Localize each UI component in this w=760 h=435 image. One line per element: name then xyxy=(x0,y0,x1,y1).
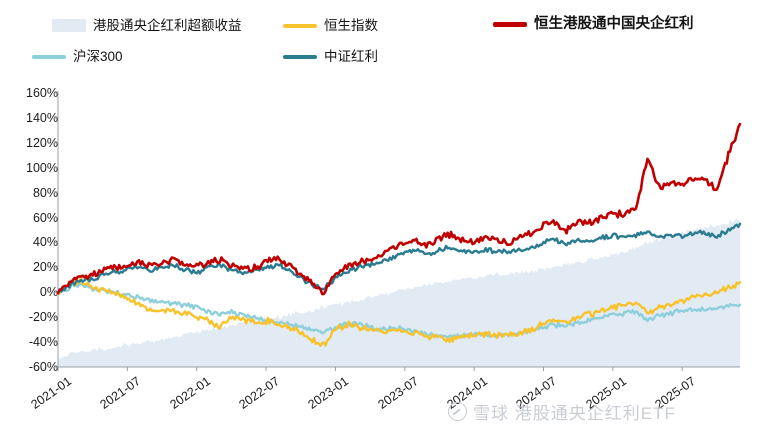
legend-label-cdiv: 中证红利 xyxy=(324,49,378,64)
legend-label-csi300: 沪深300 xyxy=(73,49,123,64)
legend-swatch-csi300 xyxy=(32,54,66,59)
series-line-main xyxy=(56,122,742,296)
legend-item-csi300[interactable]: 沪深300 xyxy=(32,50,123,64)
legend-label-excess: 港股通央企红利超额收益 xyxy=(93,18,242,33)
y-tick-label: 80% xyxy=(32,185,58,200)
y-tick-label: 40% xyxy=(32,235,58,250)
chart-svg xyxy=(54,91,742,371)
chart-legend: 港股通央企红利超额收益 恒生指数 恒生港股通中国央企红利 沪深300 中证红利 xyxy=(0,6,760,64)
series-line-cdiv xyxy=(56,222,742,294)
y-tick-label: 140% xyxy=(26,110,58,125)
y-tick-label: 160% xyxy=(26,86,58,100)
y-tick-label: 0% xyxy=(39,285,58,300)
y-tick-label: 100% xyxy=(26,160,58,175)
x-tick-label: 2022-01 xyxy=(167,374,213,412)
x-tick-label: 2021-07 xyxy=(97,374,144,412)
plot-area xyxy=(0,78,760,378)
legend-swatch-cdiv xyxy=(283,54,317,59)
legend-label-hsi: 恒生指数 xyxy=(324,18,378,33)
legend-item-hsi[interactable]: 恒生指数 xyxy=(283,19,378,33)
x-axis-labels: 2021-01 2021-07 2022-01 2022-07 2023-01 2023-… xyxy=(0,368,760,435)
legend-item-main[interactable]: 恒生港股通中国央企红利 xyxy=(493,17,694,32)
series-line-csi300 xyxy=(56,282,742,339)
y-tick-label: 120% xyxy=(26,135,58,150)
legend-label-main: 恒生港股通中国央企红利 xyxy=(534,16,694,32)
y-tick-label: -20% xyxy=(28,310,58,325)
legend-item-excess[interactable]: 港股通央企红利超额收益 xyxy=(52,19,242,33)
x-tick-label: 2022-07 xyxy=(236,374,283,412)
legend-swatch-main xyxy=(493,21,527,27)
x-tick-label: 2025-07 xyxy=(652,374,699,412)
series-area-excess xyxy=(58,219,740,367)
legend-swatch-hsi xyxy=(283,23,317,28)
y-tick-label: -40% xyxy=(28,335,58,350)
y-tick-label: 20% xyxy=(32,260,58,275)
y-tick-label: -60% xyxy=(28,360,58,374)
x-tick-label: 2024-07 xyxy=(513,374,560,412)
legend-item-cdiv[interactable]: 中证红利 xyxy=(283,50,378,64)
x-tick-label: 2023-01 xyxy=(305,374,352,412)
y-tick-label: 60% xyxy=(32,210,58,225)
series-line-hsi xyxy=(56,276,742,347)
x-tick-label: 2021-01 xyxy=(28,374,75,412)
legend-swatch-excess xyxy=(52,19,86,33)
y-axis-labels: 160% 140% 120% 100% 80% 60% 40% 20% 0% -20% -40% -6… xyxy=(0,78,58,378)
x-tick-label: 2023-07 xyxy=(375,374,421,412)
x-tick-label: 2024-01 xyxy=(444,374,491,412)
x-tick-label: 2025-01 xyxy=(583,374,629,412)
